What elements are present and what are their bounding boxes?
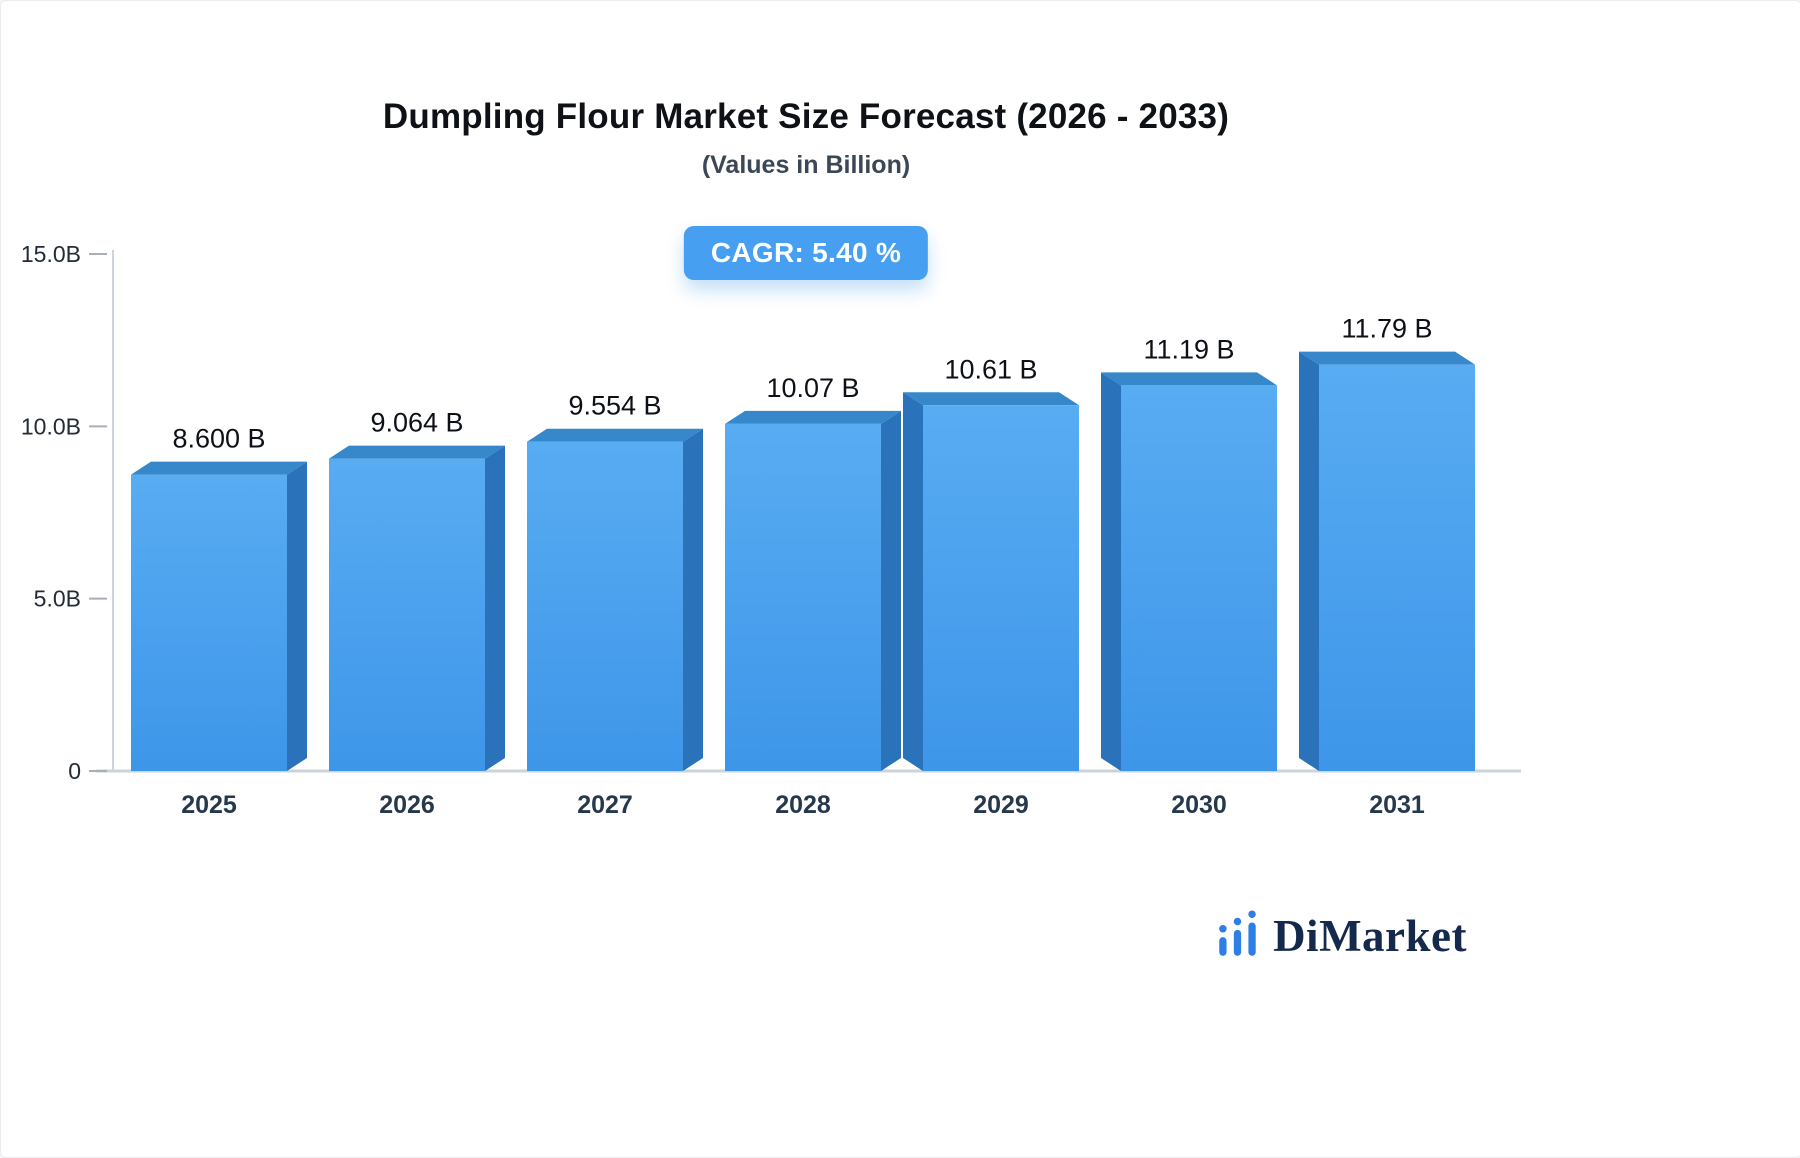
chart-subtitle: (Values in Billion): [701, 151, 911, 179]
svg-text:2029: 2029: [973, 791, 1029, 819]
svg-text:0: 0: [68, 758, 81, 784]
brand-name: DiMarket: [1273, 911, 1467, 961]
brand-logo: DiMarket: [1216, 909, 1467, 959]
svg-text:2025: 2025: [181, 791, 237, 819]
chart-title: Dumpling Flour Market Size Forecast (202…: [382, 97, 1230, 136]
svg-text:2030: 2030: [1171, 791, 1227, 819]
svg-text:9.554 B: 9.554 B: [568, 391, 661, 421]
svg-text:5.0B: 5.0B: [34, 586, 81, 612]
svg-text:11.79 B: 11.79 B: [1341, 314, 1432, 344]
svg-text:2028: 2028: [775, 791, 831, 819]
svg-text:8.600 B: 8.600 B: [172, 424, 265, 454]
cagr-badge: CAGR: 5.40 %: [683, 226, 929, 280]
svg-text:2027: 2027: [577, 791, 633, 819]
svg-text:10.07 B: 10.07 B: [766, 373, 859, 403]
svg-text:15.0B: 15.0B: [21, 241, 81, 267]
svg-text:11.19 B: 11.19 B: [1143, 334, 1234, 364]
svg-text:2031: 2031: [1369, 791, 1425, 819]
svg-text:2026: 2026: [379, 791, 435, 819]
svg-text:10.61 B: 10.61 B: [944, 354, 1037, 384]
bar-chart-icon: [1219, 910, 1256, 956]
svg-text:9.064 B: 9.064 B: [370, 408, 463, 438]
svg-text:10.0B: 10.0B: [21, 413, 81, 439]
